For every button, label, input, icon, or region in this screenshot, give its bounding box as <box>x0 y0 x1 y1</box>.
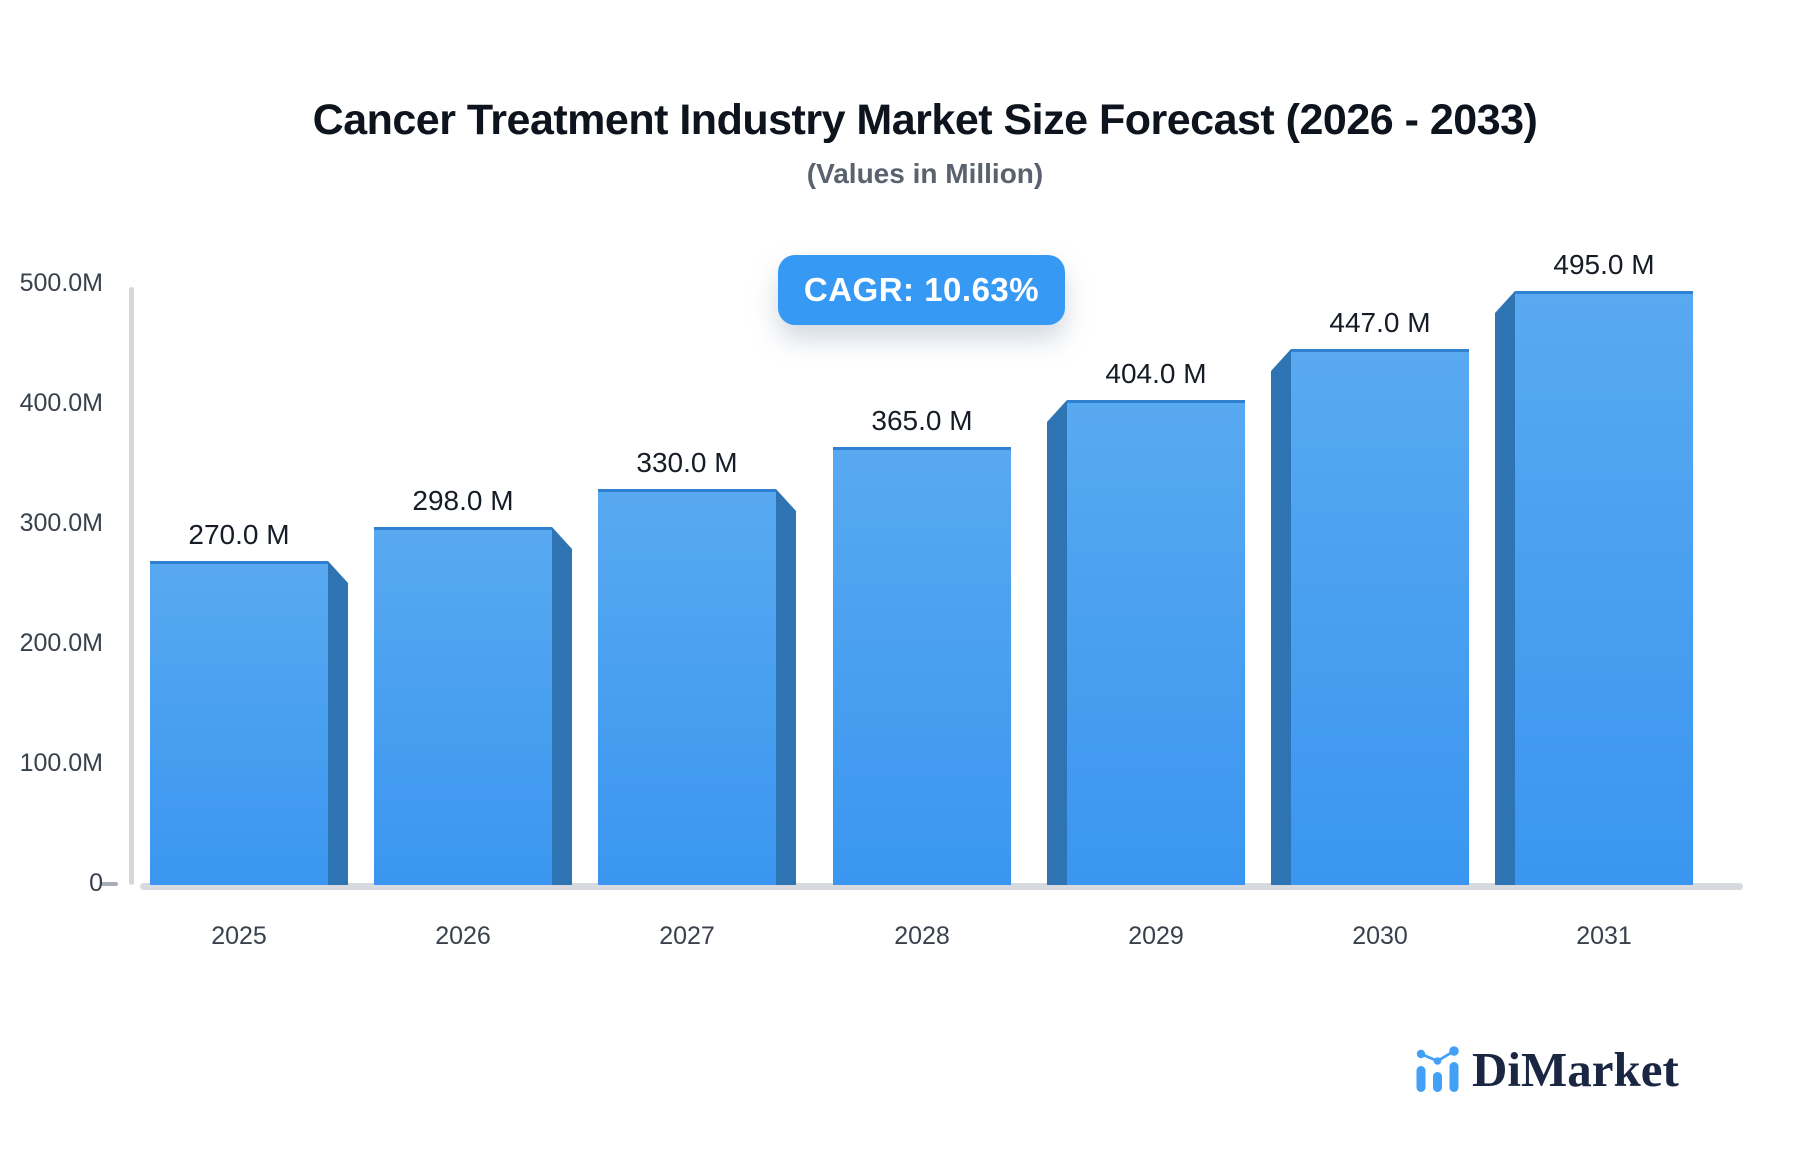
bar-side-panel <box>552 527 572 885</box>
bar-face <box>598 489 776 885</box>
bar-group-2027: 330.0 M 2027 <box>598 0 796 980</box>
bar-face <box>1067 400 1245 885</box>
dimarket-logo: DiMarket <box>1416 1028 1679 1098</box>
bar-value-label: 298.0 M <box>412 485 514 516</box>
bar-side-panel <box>1495 291 1515 885</box>
bar-group-2031: 495.0 M 2031 <box>1495 0 1693 980</box>
bar-face <box>1515 291 1693 885</box>
chart-subtitle: (Values in Million) <box>806 158 1044 189</box>
bar-group-2025: 270.0 M 2025 <box>150 0 348 980</box>
x-axis-label: 2030 <box>1352 922 1408 950</box>
bar-chart-sparkline-icon <box>1416 1046 1459 1092</box>
x-axis-label: 2028 <box>894 922 950 950</box>
bar-value-label: 330.0 M <box>636 447 738 478</box>
bar-group-2028: 365.0 M 2028 <box>823 0 1021 980</box>
x-axis-label: 2027 <box>659 922 715 950</box>
x-axis-label: 2029 <box>1128 922 1184 950</box>
chart-title: Cancer Treatment Industry Market Size Fo… <box>312 96 1538 144</box>
cagr-badge-label: CAGR: 10.63% <box>803 271 1040 308</box>
y-axis-line <box>129 287 134 885</box>
y-axis-label: 0 <box>89 869 103 897</box>
bar-side-panel <box>1271 349 1291 885</box>
bar-group-2026: 298.0 M 2026 <box>374 0 572 980</box>
bar-value-label: 365.0 M <box>871 405 973 436</box>
bar-face <box>833 447 1011 885</box>
y-axis-label: 100.0M <box>19 749 103 777</box>
x-axis-baseline <box>140 883 1743 890</box>
bar-value-label: 495.0 M <box>1553 249 1655 280</box>
bar-value-label: 404.0 M <box>1105 358 1207 389</box>
y-axis-label: 300.0M <box>19 509 103 537</box>
y-axis-label: 500.0M <box>19 269 103 297</box>
cagr-badge: CAGR: 10.63% <box>778 255 1065 325</box>
bar-group-2030: 447.0 M 2030 <box>1271 0 1469 980</box>
bar-value-label: 447.0 M <box>1329 307 1431 338</box>
bar-side-panel <box>776 489 796 885</box>
x-axis-label: 2031 <box>1576 922 1632 950</box>
bar-side-panel <box>1047 400 1067 885</box>
bar-face <box>150 561 328 885</box>
bar-side-panel <box>328 561 348 885</box>
y-axis-label: 400.0M <box>19 389 103 417</box>
logo-text: DiMarket <box>1472 1042 1679 1097</box>
x-axis-label: 2025 <box>211 922 267 950</box>
zero-tick-mark <box>101 882 118 886</box>
x-axis-label: 2026 <box>435 922 491 950</box>
bar-face <box>1291 349 1469 885</box>
bar-face <box>374 527 552 885</box>
bar-group-2029: 404.0 M 2029 <box>1047 0 1245 980</box>
chart-header: Cancer Treatment Industry Market Size Fo… <box>50 95 1800 190</box>
bar-value-label: 270.0 M <box>188 519 290 550</box>
y-axis-label: 200.0M <box>19 629 103 657</box>
